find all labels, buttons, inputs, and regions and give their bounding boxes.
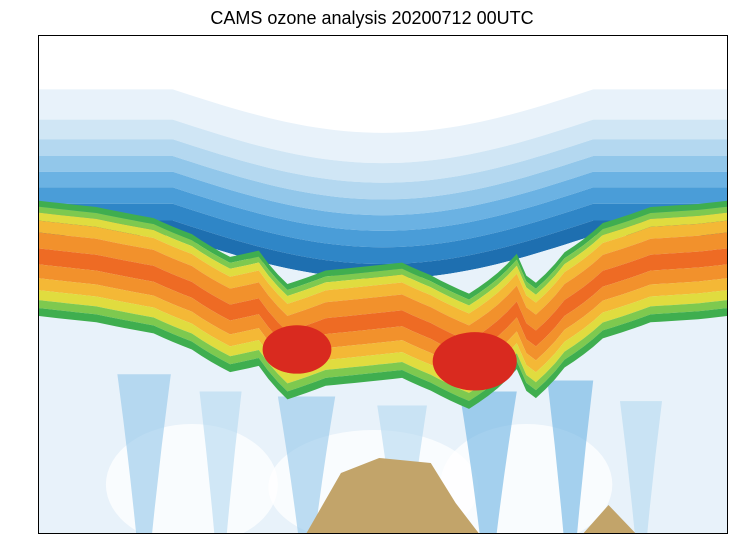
x-tick-label: 60°S/8°W [247, 533, 291, 534]
x-tick-label: 0°N/8°W [38, 533, 58, 534]
chart-container: CAMS ozone analysis 20200712 00UTC 12510… [0, 0, 744, 555]
contour-plot-svg [39, 36, 727, 533]
x-tick-label: 30°S/172°E [586, 533, 638, 534]
x-tick-label: 90°S/8°W [361, 533, 405, 534]
x-tick-label: 30°S/8°W [132, 533, 176, 534]
chart-title: CAMS ozone analysis 20200712 00UTC [0, 8, 744, 29]
x-tick-label: 60°S/172°E [472, 533, 524, 534]
x-tick-label: 0°N/172°E [704, 533, 728, 534]
plot-area: 12510205010020050010000°N/8°W30°S/8°W60°… [38, 35, 728, 534]
